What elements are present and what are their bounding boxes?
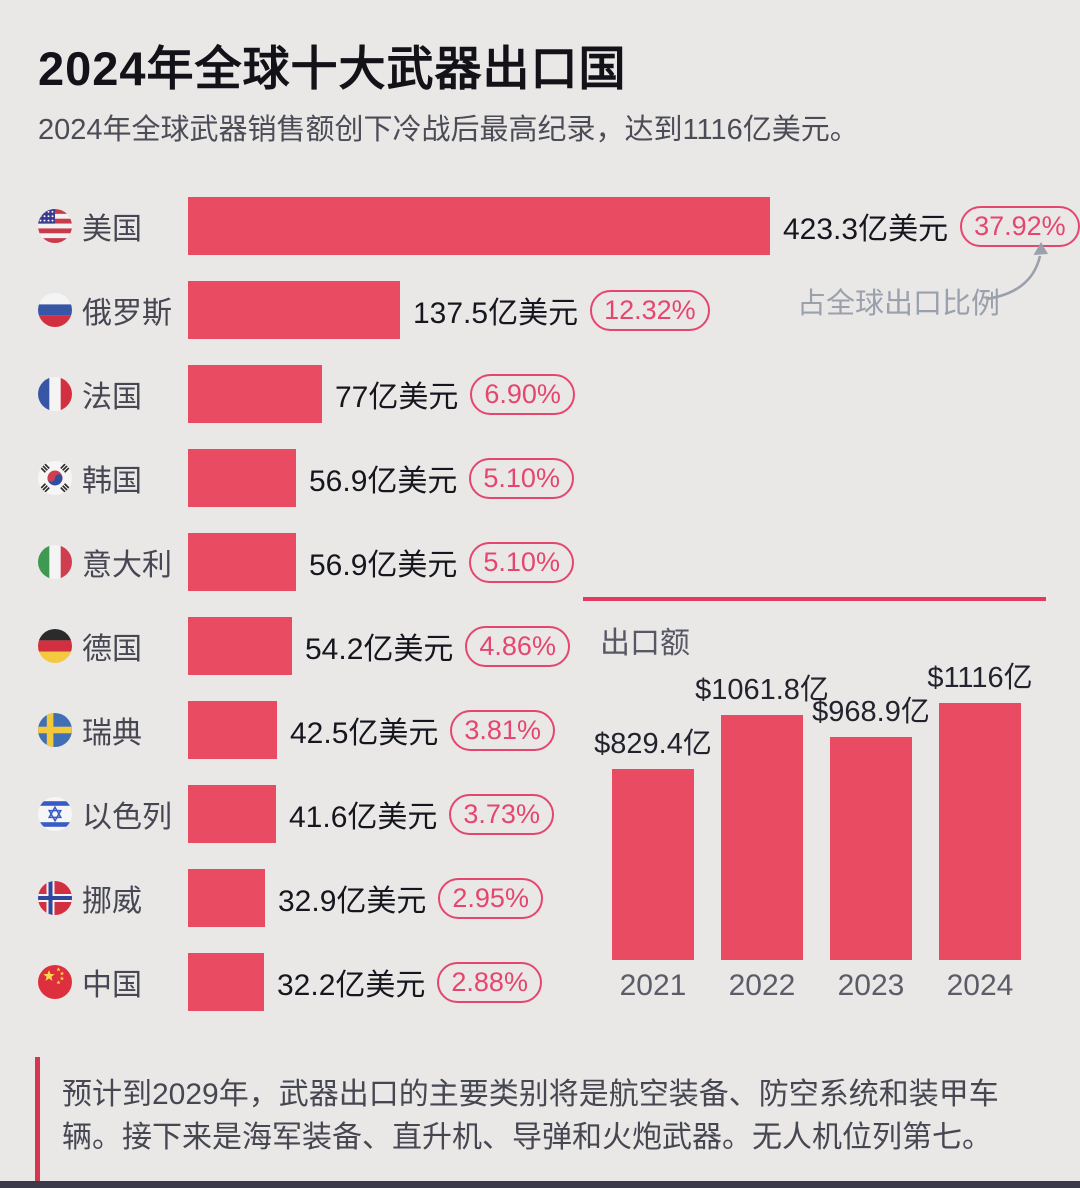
- year-axis: 2021 2022 2023 2024: [612, 969, 1021, 1003]
- exporter-row-us: 美国 423.3亿美元 37.92%: [38, 197, 1080, 255]
- year-column-2023: $968.9亿: [812, 688, 930, 960]
- year-tick: 2023: [837, 969, 905, 1002]
- exporter-row-cn: 中国 32.2亿美元 2.88%: [38, 953, 1080, 1011]
- se-flag-icon: [38, 713, 72, 747]
- exporter-bar: [188, 533, 296, 591]
- export-value-label: 41.6亿美元: [289, 801, 438, 834]
- share-badge: 5.10%: [469, 457, 574, 499]
- kr-flag-icon: [38, 461, 72, 495]
- year-bar: [721, 715, 803, 960]
- exporter-bar: [188, 281, 400, 339]
- bottom-dark-bar: [0, 1181, 1080, 1188]
- country-label: 韩国: [82, 465, 142, 498]
- exporter-bar: [188, 785, 276, 843]
- year-value-label: $1061.8亿: [695, 674, 829, 706]
- share-badge: 3.73%: [449, 793, 554, 835]
- share-badge: 12.32%: [590, 289, 710, 331]
- us-flag-icon: [38, 209, 72, 243]
- exporter-bar: [188, 365, 322, 423]
- export-value-label: 56.9亿美元: [309, 465, 458, 498]
- it-flag-icon: [38, 545, 72, 579]
- export-value-label: 54.2亿美元: [305, 633, 454, 666]
- exporter-row-no: 挪威 32.9亿美元 2.95%: [38, 869, 1080, 927]
- exporter-bar: [188, 617, 292, 675]
- country-label: 挪威: [82, 885, 142, 918]
- year-bar: [939, 703, 1021, 960]
- exporter-row-il: 以色列 41.6亿美元 3.73%: [38, 785, 1080, 843]
- year-tick: 2024: [946, 969, 1014, 1002]
- curved-arrow-icon: [985, 242, 1048, 301]
- export-value-label: 56.9亿美元: [309, 549, 458, 582]
- exporter-bar: [188, 953, 264, 1011]
- share-badge: 2.88%: [437, 961, 542, 1003]
- export-value-label: 77亿美元: [335, 381, 459, 414]
- country-label: 德国: [82, 633, 142, 666]
- top-exporters-chart: 美国 423.3亿美元 37.92% 俄罗斯 137.5亿美元 12.32% 法国 77亿美元…: [38, 197, 1080, 1037]
- mini-chart-title: 出口额: [600, 627, 690, 660]
- year-column-2022: $1061.8亿: [695, 666, 829, 960]
- share-badge: 3.81%: [450, 709, 555, 751]
- footnote-text: 预计到2029年，武器出口的主要类别将是航空装备、防空系统和装甲车辆。接下来是海…: [62, 1078, 999, 1154]
- export-value-label: 32.2亿美元: [277, 969, 426, 1002]
- exporter-row-se: 瑞典 42.5亿美元 3.81%: [38, 701, 1080, 759]
- fr-flag-icon: [38, 377, 72, 411]
- year-tick: 2022: [728, 969, 796, 1002]
- year-bar: [612, 769, 694, 960]
- country-label: 美国: [82, 213, 142, 246]
- year-bar: [830, 737, 912, 960]
- page-title: 2024年全球十大武器出口国: [38, 42, 627, 95]
- share-badge: 4.86%: [465, 625, 570, 667]
- exporter-bar: [188, 701, 277, 759]
- exporter-bar: [188, 869, 265, 927]
- footnote-accent-line: [35, 1057, 40, 1188]
- export-value-label: 137.5亿美元: [413, 297, 579, 330]
- exporter-row-it: 意大利 56.9亿美元 5.10%: [38, 533, 1080, 591]
- yearly-export-chart: 出口额 $829.4亿 $1061.8亿 $968.9亿 $1116亿 2021 202…: [583, 597, 1046, 1017]
- year-value-label: $968.9亿: [812, 696, 930, 728]
- annotation-label: 占全球出口比例: [797, 288, 1001, 320]
- exporter-row-kr: 韩国 56.9亿美元 5.10%: [38, 449, 1080, 507]
- export-value-label: 423.3亿美元: [783, 213, 949, 246]
- country-label: 法国: [82, 381, 142, 414]
- exporter-row-fr: 法国 77亿美元 6.90%: [38, 365, 1080, 423]
- divider-line: [583, 597, 1046, 601]
- cn-flag-icon: [38, 965, 72, 999]
- year-column-2021: $829.4亿: [594, 720, 712, 960]
- year-tick: 2021: [619, 969, 687, 1002]
- share-badge: 6.90%: [470, 373, 575, 415]
- de-flag-icon: [38, 629, 72, 663]
- exporter-bar: [188, 449, 296, 507]
- share-badge: 5.10%: [469, 541, 574, 583]
- page-subtitle: 2024年全球武器销售额创下冷战后最高纪录，达到1116亿美元。: [38, 114, 859, 146]
- ru-flag-icon: [38, 293, 72, 327]
- yearly-bars: $829.4亿 $1061.8亿 $968.9亿 $1116亿: [594, 597, 1033, 960]
- share-badge: 2.95%: [438, 877, 543, 919]
- no-flag-icon: [38, 881, 72, 915]
- country-label: 意大利: [82, 549, 172, 582]
- year-value-label: $829.4亿: [594, 728, 712, 760]
- share-badge: 37.92%: [960, 205, 1080, 247]
- year-column-2024: $1116亿: [927, 654, 1033, 960]
- exporter-row-ru: 俄罗斯 137.5亿美元 12.32%: [38, 281, 1080, 339]
- country-label: 瑞典: [82, 717, 142, 750]
- exporter-bar: [188, 197, 770, 255]
- export-value-label: 32.9亿美元: [278, 885, 427, 918]
- year-value-label: $1116亿: [927, 662, 1033, 694]
- export-value-label: 42.5亿美元: [290, 717, 439, 750]
- country-label: 俄罗斯: [82, 297, 172, 330]
- country-label: 以色列: [82, 801, 172, 834]
- il-flag-icon: [38, 797, 72, 831]
- exporter-row-de: 德国 54.2亿美元 4.86%: [38, 617, 1080, 675]
- country-label: 中国: [82, 969, 142, 1002]
